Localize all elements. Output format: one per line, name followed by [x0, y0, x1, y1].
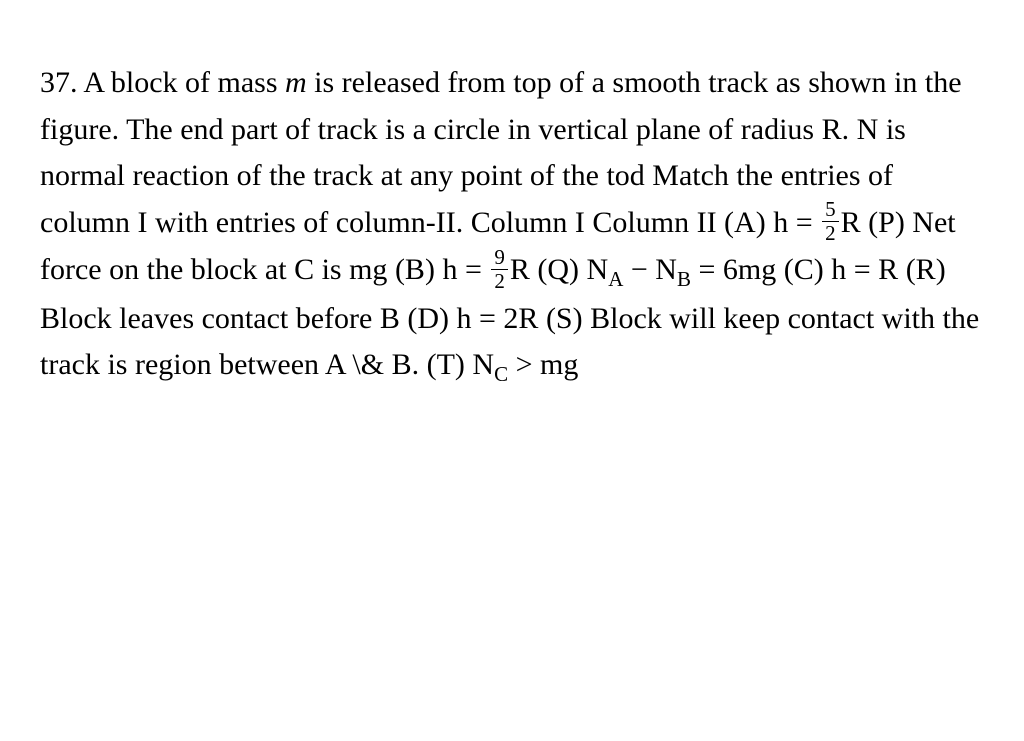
eq-C: h = R [831, 253, 898, 286]
eq-sign-B: = [457, 253, 489, 286]
var-NA: N [587, 253, 609, 286]
text-2: . [842, 113, 857, 146]
eq-sign-A: = [788, 206, 820, 239]
var-mg-2: mg [540, 348, 578, 381]
var-C: C [294, 253, 314, 286]
var-R-B: R [510, 253, 530, 286]
text-5: is [314, 253, 349, 286]
var-N: N [857, 113, 879, 146]
var-mg-1: mg [349, 253, 387, 286]
var-R-1: R [822, 113, 842, 146]
var-NC: N [472, 348, 494, 381]
den-2-A: 2 [822, 222, 839, 244]
den-2-B: 2 [491, 270, 508, 292]
eq-B: h = 92R [442, 253, 529, 286]
question-body: 37. A block of mass m is released from t… [40, 60, 984, 391]
num-5: 5 [822, 199, 839, 222]
var-h-C: h [831, 253, 846, 286]
sub-C: C [494, 362, 508, 386]
num-9: 9 [491, 247, 508, 270]
frac-9-2: 92 [491, 247, 508, 292]
var-m: m [285, 66, 307, 99]
eq-A: h = 52R [773, 206, 860, 239]
minus: − [623, 253, 655, 286]
eq-Q: NA − NB = 6mg [587, 253, 777, 286]
text-7: (Q) [530, 253, 587, 286]
frac-5-2: 52 [822, 199, 839, 244]
eq-D: h = 2R [457, 302, 539, 335]
eq-2R: = 2R [472, 302, 539, 335]
gt: > [508, 348, 540, 381]
var-R-A: R [841, 206, 861, 239]
var-NB: N [655, 253, 677, 286]
text-0: . A block of mass [70, 66, 285, 99]
question-number: 37 [40, 66, 70, 99]
sub-B: B [677, 267, 691, 291]
var-h-A: h [773, 206, 788, 239]
sub-A: A [608, 267, 623, 291]
eq-6mg: = 6mg [691, 253, 776, 286]
var-h-B: h [442, 253, 457, 286]
text-6: (B) [387, 253, 442, 286]
eq-R: = R [846, 253, 898, 286]
text-8: (C) [776, 253, 831, 286]
eq-T: NC > mg [472, 348, 578, 381]
var-h-D: h [457, 302, 472, 335]
